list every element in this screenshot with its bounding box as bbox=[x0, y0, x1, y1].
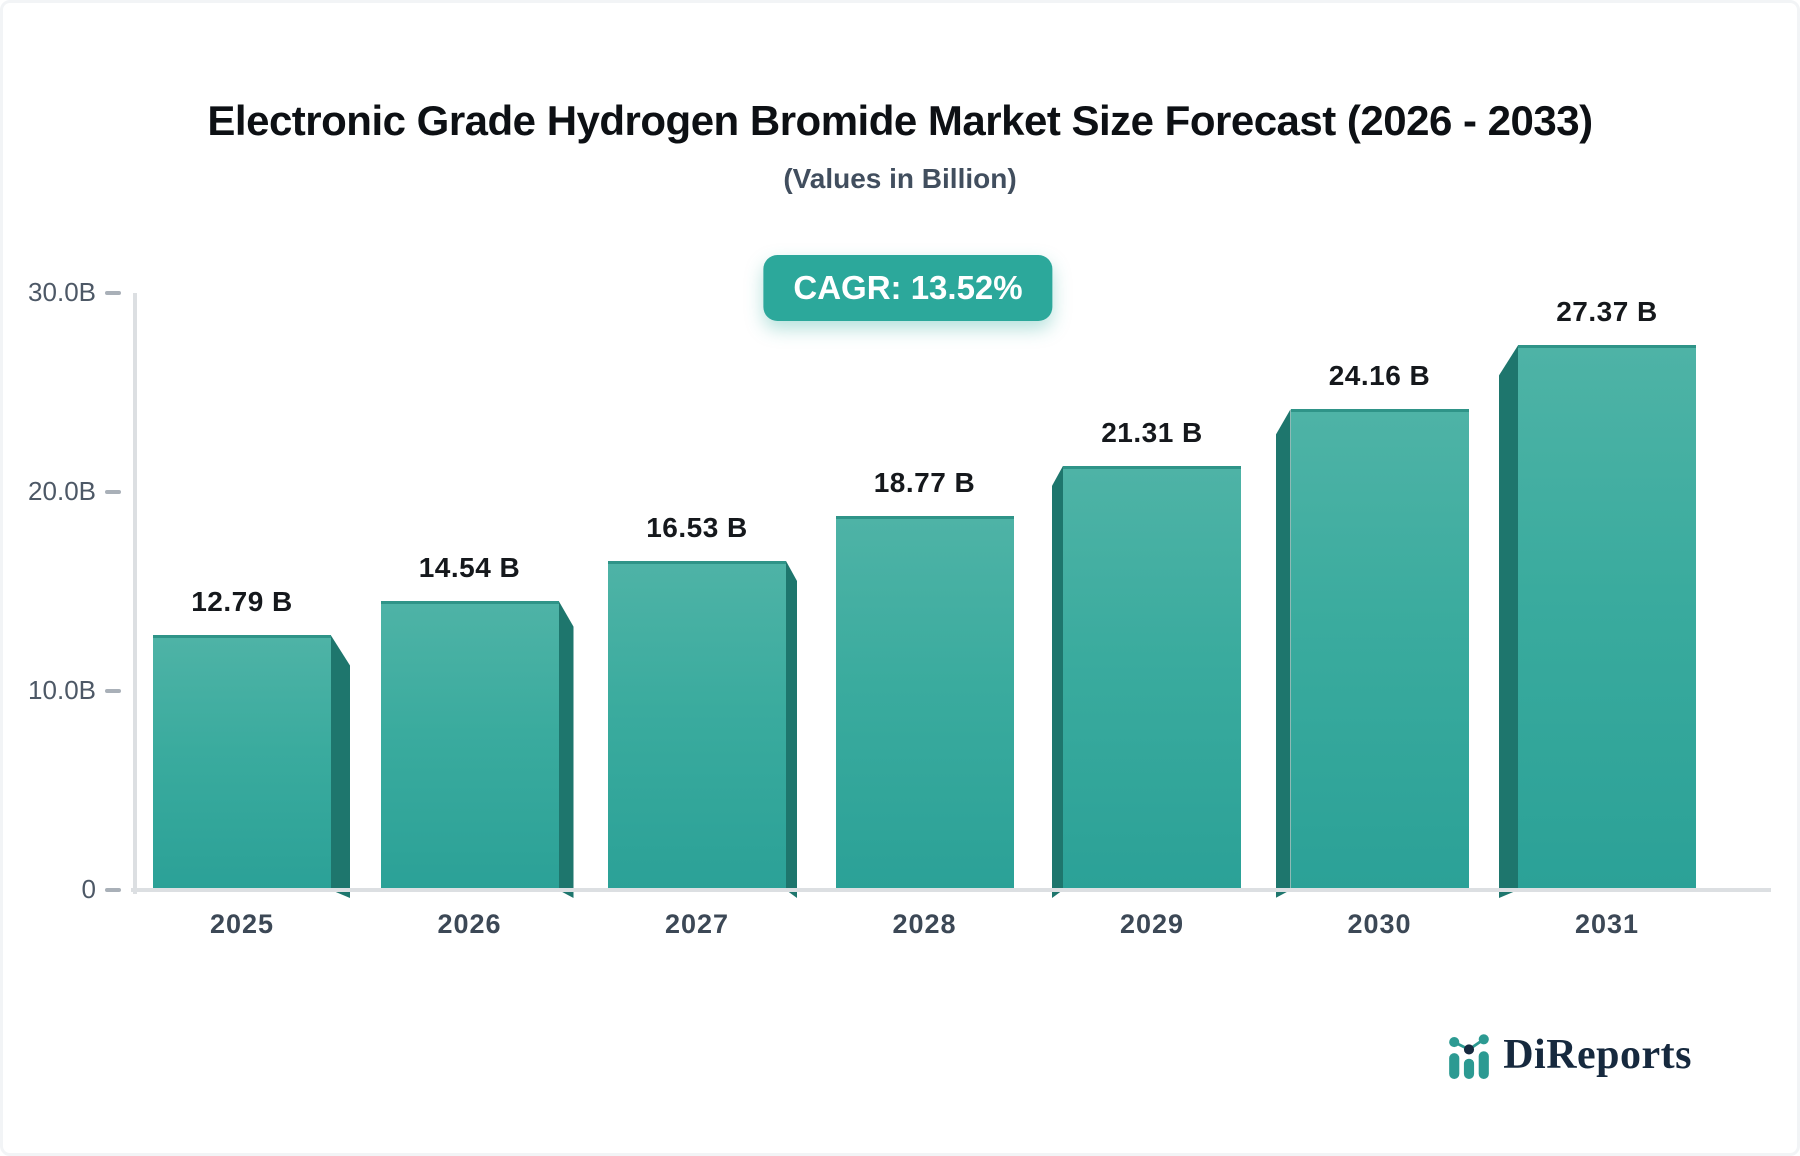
y-tick-label: 20.0B bbox=[28, 476, 96, 506]
bar-side-3d bbox=[331, 635, 350, 898]
bar-value-label: 24.16 B bbox=[1328, 360, 1431, 392]
chart-subtitle: (Values in Billion) bbox=[783, 163, 1017, 194]
bar-side-3d bbox=[1499, 345, 1518, 898]
x-axis-label-2029: 2029 bbox=[1119, 909, 1185, 939]
bar-2027[interactable] bbox=[608, 561, 786, 890]
x-axis-label-2028: 2028 bbox=[892, 909, 957, 939]
y-tick-label: 10.0B bbox=[28, 675, 96, 705]
bar-side-3d bbox=[1052, 466, 1063, 898]
y-tick-dash bbox=[105, 888, 121, 892]
y-tick-dash bbox=[105, 291, 121, 295]
bar-2030[interactable] bbox=[1290, 409, 1469, 890]
bar-value-label: 21.31 B bbox=[1101, 416, 1203, 448]
bar-2028[interactable] bbox=[835, 516, 1014, 890]
bar-2029[interactable] bbox=[1063, 465, 1241, 890]
bar-side-3d bbox=[1276, 409, 1291, 898]
bar-2025[interactable] bbox=[153, 635, 331, 890]
bar-side-3d bbox=[786, 561, 797, 898]
y-tick-label: 0 bbox=[81, 874, 96, 904]
chart-title: Electronic Grade Hydrogen Bromide Market… bbox=[207, 97, 1593, 144]
bar-side-3d bbox=[559, 601, 574, 898]
x-axis-line bbox=[131, 888, 1771, 892]
bar-value-label: 12.79 B bbox=[191, 586, 293, 618]
y-tick-dash bbox=[105, 490, 121, 494]
bar-value-label: 14.54 B bbox=[418, 551, 521, 583]
y-axis-line bbox=[133, 293, 137, 894]
bar-value-label: 27.37 B bbox=[1556, 296, 1658, 328]
bar-value-label: 18.77 B bbox=[873, 467, 976, 499]
bar-2026[interactable] bbox=[380, 600, 559, 890]
x-axis-label-2030: 2030 bbox=[1347, 909, 1412, 939]
cagr-badge: CAGR: 13.52% bbox=[763, 255, 1053, 321]
x-axis-label-2026: 2026 bbox=[437, 909, 502, 939]
y-tick-dash bbox=[105, 689, 121, 693]
x-axis-label-2027: 2027 bbox=[664, 909, 730, 939]
brand-logo: DiReports bbox=[1445, 1029, 1692, 1081]
bar-value-label: 16.53 B bbox=[646, 512, 748, 544]
x-axis-label-2025: 2025 bbox=[209, 909, 275, 939]
x-axis-label-2031: 2031 bbox=[1574, 909, 1640, 939]
y-tick-label: 30.0B bbox=[28, 277, 96, 307]
brand-logo-text: DiReports bbox=[1503, 1032, 1692, 1078]
bar-2031[interactable] bbox=[1518, 345, 1696, 890]
mini-bar-chart-icon bbox=[1449, 1034, 1490, 1079]
